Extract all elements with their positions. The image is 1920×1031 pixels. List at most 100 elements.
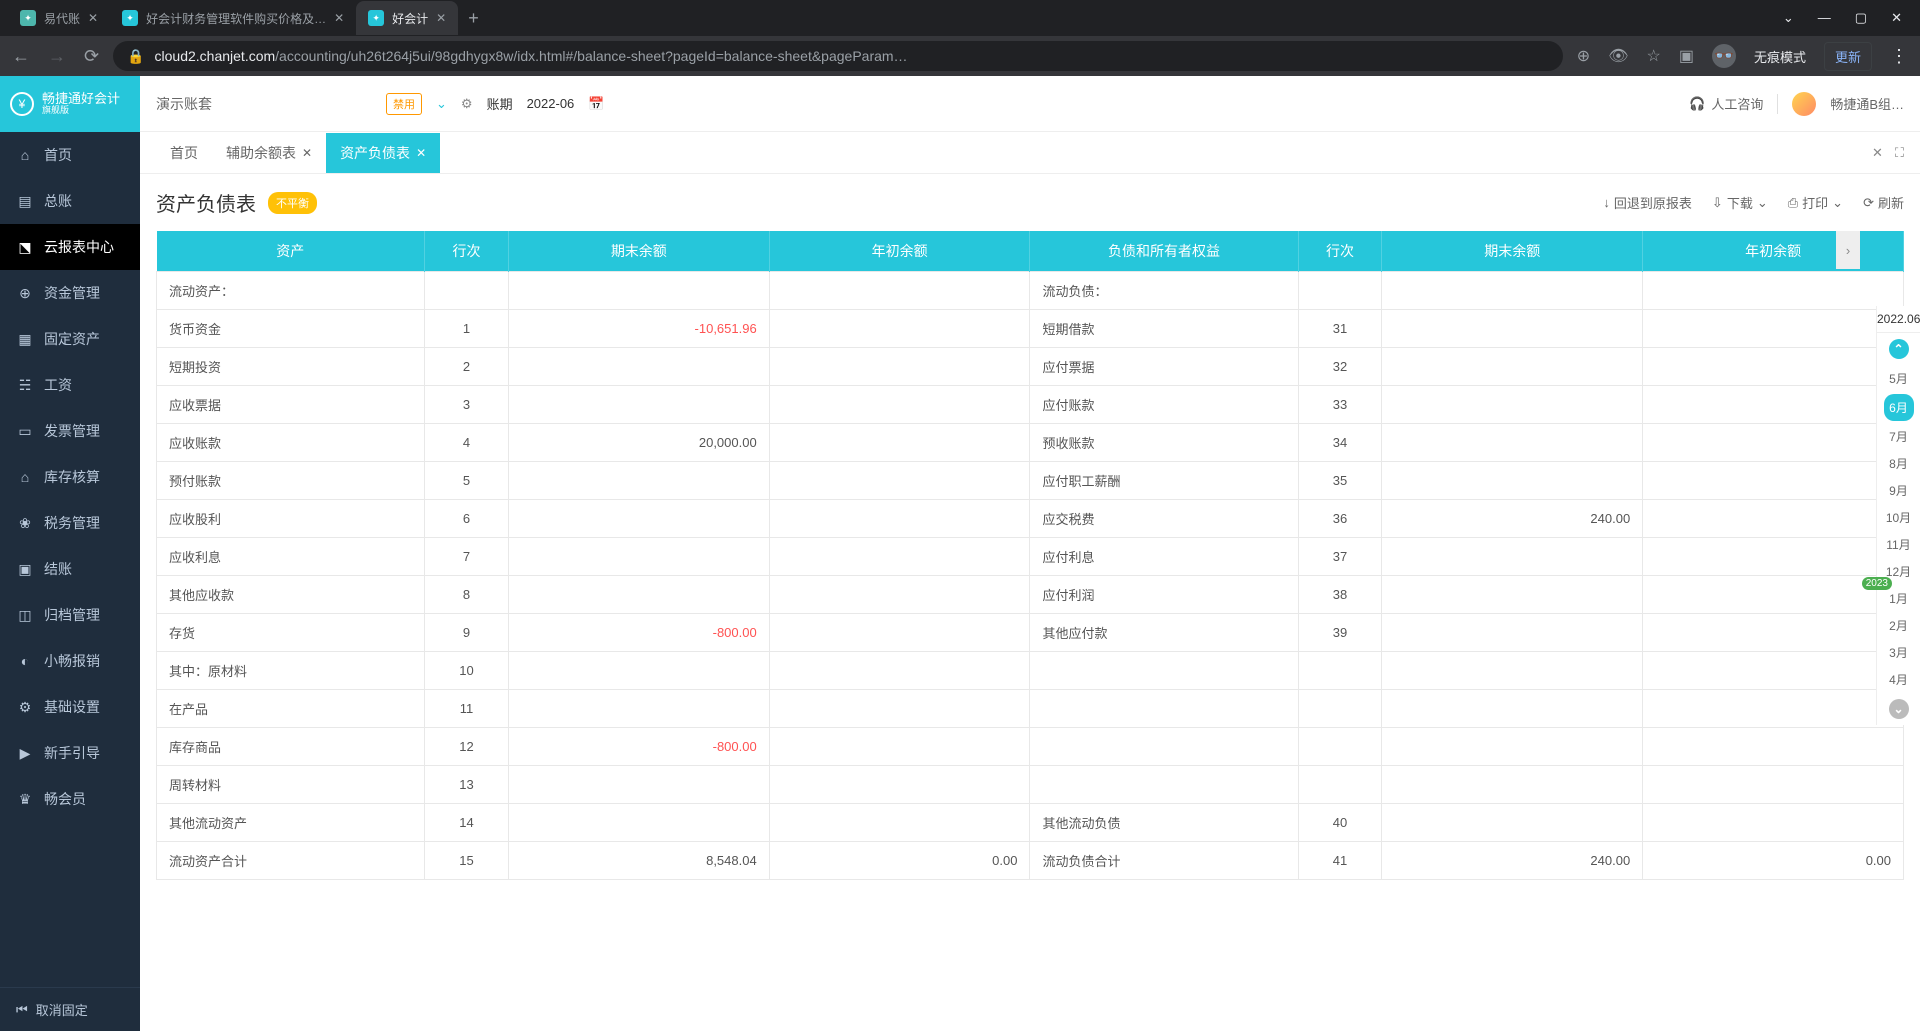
- sidebar-item[interactable]: ◐ 小畅报销: [0, 638, 140, 684]
- page-tab[interactable]: 资产负债表✕: [326, 133, 440, 173]
- account-set-label[interactable]: 演示账套: [156, 94, 212, 114]
- table-cell: [1643, 500, 1904, 538]
- page-tab[interactable]: 辅助余额表✕: [212, 133, 326, 173]
- table-row[interactable]: 周转材料13: [157, 766, 1904, 804]
- table-row[interactable]: 短期投资2应付票据32: [157, 348, 1904, 386]
- forward-icon[interactable]: →: [48, 46, 66, 67]
- year-badge: 2023: [1862, 577, 1892, 590]
- month-item[interactable]: 10月: [1877, 504, 1920, 531]
- table-cell: -10,651.96: [508, 310, 769, 348]
- month-item[interactable]: 3月: [1877, 639, 1920, 666]
- sidebar-item-label: 小畅报销: [44, 651, 100, 671]
- sidebar-item[interactable]: ❀税务管理: [0, 500, 140, 546]
- sidebar-item[interactable]: ▶新手引导: [0, 730, 140, 776]
- month-scroll-up-icon[interactable]: ⌃: [1889, 339, 1909, 359]
- avatar[interactable]: [1792, 92, 1816, 116]
- user-name[interactable]: 畅捷通B组…: [1830, 94, 1904, 113]
- table-cell: 4: [425, 424, 509, 462]
- table-row[interactable]: 流动资产合计158,548.040.00流动负债合计41240.000.00: [157, 842, 1904, 880]
- table-row[interactable]: 应收利息7应付利息37: [157, 538, 1904, 576]
- close-icon[interactable]: ✕: [416, 146, 426, 160]
- browser-tab[interactable]: ✦好会计✕: [356, 1, 458, 35]
- extension-icon[interactable]: ▣: [1679, 46, 1694, 66]
- table-row[interactable]: 应收账款420,000.00预收账款34: [157, 424, 1904, 462]
- table-row[interactable]: 应收股利6应交税费36240.00: [157, 500, 1904, 538]
- table-row[interactable]: 流动资产：流动负债：: [157, 272, 1904, 310]
- table-row[interactable]: 其他应收款8应付利润38: [157, 576, 1904, 614]
- back-icon[interactable]: ←: [12, 46, 30, 67]
- table-row[interactable]: 其他流动资产14其他流动负债40: [157, 804, 1904, 842]
- page-tab[interactable]: 首页: [156, 133, 212, 173]
- month-item[interactable]: 7月: [1877, 423, 1920, 450]
- update-button[interactable]: 更新: [1824, 42, 1872, 71]
- browser-tab[interactable]: ✦易代账✕: [8, 1, 110, 35]
- zoom-icon[interactable]: ⊕: [1577, 46, 1590, 66]
- chevron-down-icon[interactable]: ⌄: [1783, 10, 1794, 26]
- maximize-icon[interactable]: ▢: [1855, 10, 1867, 26]
- sidebar-logo[interactable]: ¥ 畅捷通好会计 旗舰版: [0, 76, 140, 132]
- close-icon[interactable]: ✕: [334, 11, 344, 25]
- month-item[interactable]: 11月: [1877, 531, 1920, 558]
- sidebar-item-icon: ▶: [16, 745, 34, 762]
- table-row[interactable]: 其中：原材料10: [157, 652, 1904, 690]
- support-button[interactable]: 🎧 人工咨询: [1689, 94, 1763, 113]
- table-cell: [1643, 348, 1904, 386]
- revert-button[interactable]: ↓回退到原报表: [1603, 193, 1692, 212]
- url-input[interactable]: 🔒 cloud2.chanjet.com/accounting/uh26t264…: [113, 41, 1563, 71]
- sidebar-item[interactable]: ▣结账: [0, 546, 140, 592]
- period-value[interactable]: 2022-06: [527, 96, 575, 111]
- sidebar-item[interactable]: ▦固定资产: [0, 316, 140, 362]
- table-row[interactable]: 在产品11: [157, 690, 1904, 728]
- disable-button[interactable]: 禁用: [386, 93, 422, 115]
- menu-icon[interactable]: ⋮: [1890, 46, 1908, 67]
- month-item[interactable]: 4月: [1877, 666, 1920, 693]
- sidebar-item[interactable]: ⌂首页: [0, 132, 140, 178]
- table-cell: [769, 614, 1030, 652]
- table-row[interactable]: 预付账款5应付职工薪酬35: [157, 462, 1904, 500]
- close-icon[interactable]: ✕: [302, 146, 312, 160]
- month-scroll-down-icon[interactable]: ⌄: [1889, 699, 1909, 719]
- account-dropdown-icon[interactable]: ⌄: [436, 96, 447, 112]
- sidebar-item[interactable]: ⚙基础设置: [0, 684, 140, 730]
- sidebar-item-icon: ◐: [16, 653, 34, 669]
- download-button[interactable]: ⇩下载⌄: [1712, 193, 1768, 212]
- sidebar-item[interactable]: ♛畅会员: [0, 776, 140, 822]
- month-item[interactable]: 2月: [1877, 612, 1920, 639]
- month-item[interactable]: 6月: [1884, 394, 1914, 421]
- table-cell: [1298, 728, 1382, 766]
- minimize-icon[interactable]: —: [1818, 10, 1831, 26]
- table-cell: [1382, 766, 1643, 804]
- fullscreen-icon[interactable]: ⛶: [1895, 145, 1904, 161]
- sidebar-item[interactable]: ◫归档管理: [0, 592, 140, 638]
- sidebar-item[interactable]: ▤总账: [0, 178, 140, 224]
- month-item[interactable]: 5月: [1877, 365, 1920, 392]
- sidebar-item[interactable]: ⊕资金管理: [0, 270, 140, 316]
- sidebar-unpin[interactable]: ⏮ 取消固定: [0, 987, 140, 1031]
- close-icon[interactable]: ✕: [436, 11, 446, 25]
- print-button[interactable]: ⎙打印⌄: [1788, 193, 1843, 212]
- sidebar-item[interactable]: ⌂库存核算: [0, 454, 140, 500]
- table-row[interactable]: 应收票据3应付账款33: [157, 386, 1904, 424]
- table-row[interactable]: 货币资金1-10,651.96短期借款31: [157, 310, 1904, 348]
- table-row[interactable]: 库存商品12-800.00: [157, 728, 1904, 766]
- tab-close-all-icon[interactable]: ✕: [1872, 145, 1883, 161]
- url-domain: cloud2.chanjet.com: [155, 48, 276, 64]
- calendar-icon[interactable]: 📅: [588, 96, 604, 112]
- star-icon[interactable]: ☆: [1647, 46, 1661, 66]
- eye-off-icon[interactable]: 👁: [1608, 46, 1628, 66]
- close-icon[interactable]: ✕: [88, 11, 98, 25]
- month-item[interactable]: 8月: [1877, 450, 1920, 477]
- sidebar-item[interactable]: ▭发票管理: [0, 408, 140, 454]
- close-window-icon[interactable]: ✕: [1891, 10, 1902, 26]
- sidebar-item[interactable]: ☵工资: [0, 362, 140, 408]
- refresh-button[interactable]: ⟳刷新: [1863, 193, 1904, 212]
- table-cell: 应付利润: [1030, 576, 1298, 614]
- browser-tab[interactable]: ✦好会计财务管理软件购买价格及…✕: [110, 1, 356, 35]
- settings-icon[interactable]: ⚙: [461, 96, 473, 112]
- sidebar-item[interactable]: ⬔云报表中心: [0, 224, 140, 270]
- table-row[interactable]: 存货9-800.00其他应付款39: [157, 614, 1904, 652]
- reload-icon[interactable]: ⟳: [84, 46, 99, 67]
- new-tab-button[interactable]: +: [458, 8, 489, 29]
- scroll-right-indicator[interactable]: ›: [1836, 231, 1860, 269]
- month-item[interactable]: 9月: [1877, 477, 1920, 504]
